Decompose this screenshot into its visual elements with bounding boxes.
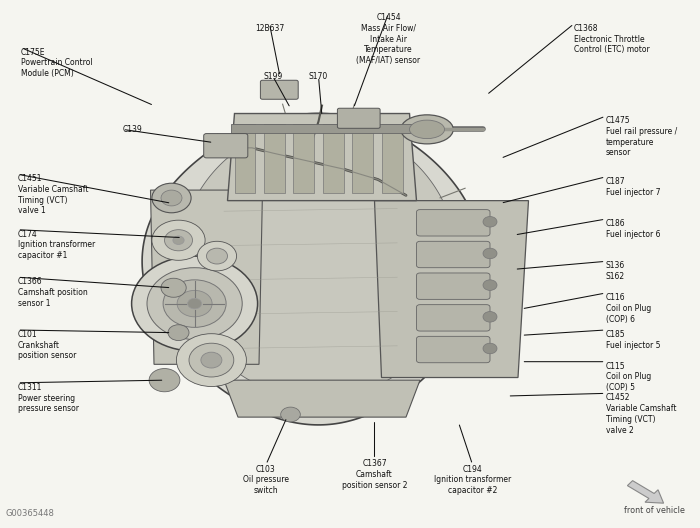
Text: C1451
Variable Camshaft
Timing (VCT)
valve 1: C1451 Variable Camshaft Timing (VCT) val… — [18, 174, 88, 215]
FancyBboxPatch shape — [204, 134, 248, 158]
Polygon shape — [142, 114, 482, 425]
Circle shape — [201, 352, 222, 368]
Text: C103
Oil pressure
switch: C103 Oil pressure switch — [243, 465, 289, 495]
Text: C1452
Variable Camshaft
Timing (VCT)
valve 2: C1452 Variable Camshaft Timing (VCT) val… — [606, 393, 676, 435]
FancyBboxPatch shape — [416, 273, 490, 299]
Circle shape — [132, 256, 258, 351]
Circle shape — [176, 334, 246, 386]
Text: C1454
Mass Air Flow/
Intake Air
Temperature
(MAF/IAT) sensor: C1454 Mass Air Flow/ Intake Air Temperat… — [356, 13, 421, 65]
Text: S170: S170 — [309, 72, 328, 81]
Circle shape — [149, 369, 180, 392]
FancyArrow shape — [627, 480, 664, 503]
Circle shape — [281, 407, 300, 422]
Circle shape — [188, 298, 202, 309]
Polygon shape — [180, 124, 457, 399]
Circle shape — [152, 220, 205, 260]
Polygon shape — [150, 190, 262, 364]
FancyBboxPatch shape — [416, 305, 490, 331]
FancyBboxPatch shape — [260, 80, 298, 99]
Text: C115
Coil on Plug
(COP) 5: C115 Coil on Plug (COP) 5 — [606, 362, 651, 392]
Text: C186
Fuel injector 6: C186 Fuel injector 6 — [606, 219, 660, 239]
Bar — [323, 124, 344, 193]
Ellipse shape — [410, 120, 444, 139]
Circle shape — [161, 190, 182, 206]
Bar — [352, 124, 373, 193]
Text: C1368
Electronic Throttle
Control (ETC) motor: C1368 Electronic Throttle Control (ETC) … — [574, 24, 650, 54]
FancyBboxPatch shape — [416, 336, 490, 363]
Circle shape — [147, 268, 242, 340]
Bar — [234, 124, 255, 193]
Text: C1366
Camshaft position
sensor 1: C1366 Camshaft position sensor 1 — [18, 277, 88, 308]
Circle shape — [483, 280, 497, 290]
Text: 12B637: 12B637 — [255, 24, 284, 33]
Circle shape — [163, 280, 226, 327]
FancyBboxPatch shape — [337, 108, 380, 128]
Text: C174
Ignition transformer
capacitor #1: C174 Ignition transformer capacitor #1 — [18, 230, 95, 260]
Polygon shape — [224, 380, 420, 417]
Circle shape — [173, 236, 184, 244]
Circle shape — [164, 230, 193, 251]
Bar — [293, 124, 314, 193]
Text: C187
Fuel injector 7: C187 Fuel injector 7 — [606, 177, 660, 196]
Circle shape — [161, 278, 186, 297]
Polygon shape — [228, 114, 416, 201]
Circle shape — [483, 343, 497, 354]
Bar — [264, 124, 285, 193]
Text: C1475
Fuel rail pressure /
temperature
sensor: C1475 Fuel rail pressure / temperature s… — [606, 116, 677, 157]
Bar — [382, 124, 402, 193]
Text: S136
S162: S136 S162 — [606, 261, 624, 281]
FancyBboxPatch shape — [416, 210, 490, 236]
Circle shape — [168, 325, 189, 341]
Text: S199: S199 — [263, 72, 283, 81]
Text: C194
Ignition transformer
capacitor #2: C194 Ignition transformer capacitor #2 — [434, 465, 511, 495]
Circle shape — [197, 241, 237, 271]
Ellipse shape — [400, 115, 454, 144]
FancyBboxPatch shape — [416, 241, 490, 268]
Circle shape — [206, 248, 228, 264]
Text: C139: C139 — [122, 125, 142, 134]
Circle shape — [483, 248, 497, 259]
Circle shape — [483, 216, 497, 227]
Text: C175E
Powertrain Control
Module (PCM): C175E Powertrain Control Module (PCM) — [21, 48, 92, 78]
Circle shape — [152, 183, 191, 213]
Circle shape — [177, 290, 212, 317]
Circle shape — [483, 312, 497, 322]
Text: C1311
Power steering
pressure sensor: C1311 Power steering pressure sensor — [18, 383, 78, 413]
Polygon shape — [374, 201, 528, 378]
Bar — [231, 124, 416, 133]
Text: C185
Fuel injector 5: C185 Fuel injector 5 — [606, 330, 660, 350]
Text: front of vehicle: front of vehicle — [624, 506, 685, 515]
Text: C101
Crankshaft
position sensor: C101 Crankshaft position sensor — [18, 330, 76, 361]
Text: C116
Coil on Plug
(COP) 6: C116 Coil on Plug (COP) 6 — [606, 293, 651, 324]
Circle shape — [189, 343, 234, 377]
Text: G00365448: G00365448 — [6, 510, 55, 518]
Text: C1367
Camshaft
position sensor 2: C1367 Camshaft position sensor 2 — [342, 459, 407, 490]
